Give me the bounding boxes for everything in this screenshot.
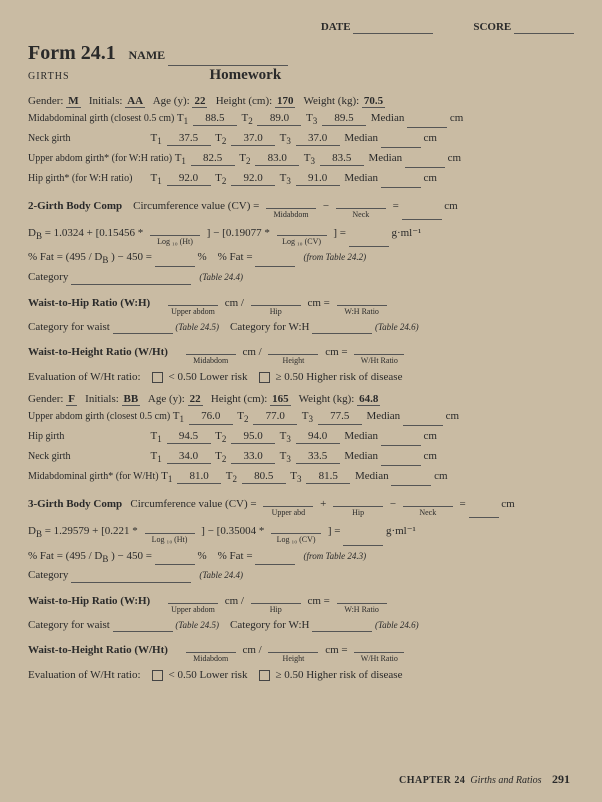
p1-fat: % Fat = (495 / DB ) − 450 = % % Fat = (f… — [28, 250, 574, 267]
p2-catwaist: Category for waist (Table 24.5) Category… — [28, 618, 574, 632]
p2-fat: % Fat = (495 / DB ) − 450 = % % Fat = (f… — [28, 549, 574, 566]
p2-eval: Evaluation of W/Ht ratio: < 0.50 Lower r… — [28, 668, 574, 682]
p1-r4: Hip girth* (for W:H ratio) T1 92.0 T2 92… — [28, 171, 574, 188]
p1-catwaist: Category for waist (Table 24.5) Category… — [28, 320, 574, 334]
form-title: Form 24.1 — [28, 40, 116, 66]
p1-db: DB = 1.0324 + [0.15456 * Log ₁₀ (Ht) ] −… — [28, 223, 574, 247]
p2-r4: Midabdominal girth* (for W/Ht) T1 81.0 T… — [28, 469, 574, 486]
p2-whr: Waist-to-Hip Ratio (W:H) Upper abdom cm … — [28, 591, 574, 615]
top-row: DATE SCORE — [28, 20, 574, 34]
p2-r3: Neck girth T1 34.0 T2 33.0 T3 33.5 Media… — [28, 449, 574, 466]
p2-info: Gender: F Initials: BB Age (y): 22 Heigh… — [28, 392, 574, 406]
p1-cat: Category (Table 24.4) — [28, 270, 574, 284]
p1-r3: Upper abdom girth* (for W:H ratio) T1 82… — [28, 151, 574, 168]
p2-r2: Hip girth T1 94.5 T2 95.0 T3 94.0 Median… — [28, 429, 574, 446]
p1-r1: Midabdominal girth (closest 0.5 cm) T1 8… — [28, 111, 574, 128]
p1-eval: Evaluation of W/Ht ratio: < 0.50 Lower r… — [28, 370, 574, 384]
checkbox-lower[interactable] — [152, 372, 163, 383]
p1-whr: Waist-to-Hip Ratio (W:H) Upper abdom cm … — [28, 293, 574, 317]
p2-r1: Upper abdom girth (closest 0.5 cm) T1 76… — [28, 409, 574, 426]
score-label: SCORE — [473, 20, 511, 34]
p1-info: Gender: M Initials: AA Age (y): 22 Heigh… — [28, 94, 574, 108]
p2-3girth: 3-Girth Body Comp Circumference value (C… — [28, 494, 574, 518]
checkbox-lower-2[interactable] — [152, 670, 163, 681]
girths-sub: GIRTHS — [28, 70, 70, 83]
checkbox-higher[interactable] — [259, 372, 270, 383]
p2-wht: Waist-to-Height Ratio (W/Ht) Midabdom cm… — [28, 640, 574, 664]
homework-title: Homework — [210, 66, 282, 86]
p1-2girth: 2-Girth Body Comp Circumference value (C… — [28, 196, 574, 220]
p1-r2: Neck girth T1 37.5 T2 37.0 T3 37.0 Media… — [28, 131, 574, 148]
date-label: DATE — [321, 20, 351, 34]
p1-wht: Waist-to-Height Ratio (W/Ht) Midabdom cm… — [28, 342, 574, 366]
p2-cat: Category (Table 24.4) — [28, 568, 574, 582]
header: Form 24.1 NAME GIRTHS Homework — [28, 40, 574, 86]
name-label: NAME — [129, 48, 166, 62]
footer: CHAPTER 24 Girths and Ratios 291 — [399, 772, 570, 788]
checkbox-higher-2[interactable] — [259, 670, 270, 681]
p2-db: DB = 1.29579 + [0.221 * Log ₁₀ (Ht) ] − … — [28, 521, 574, 545]
